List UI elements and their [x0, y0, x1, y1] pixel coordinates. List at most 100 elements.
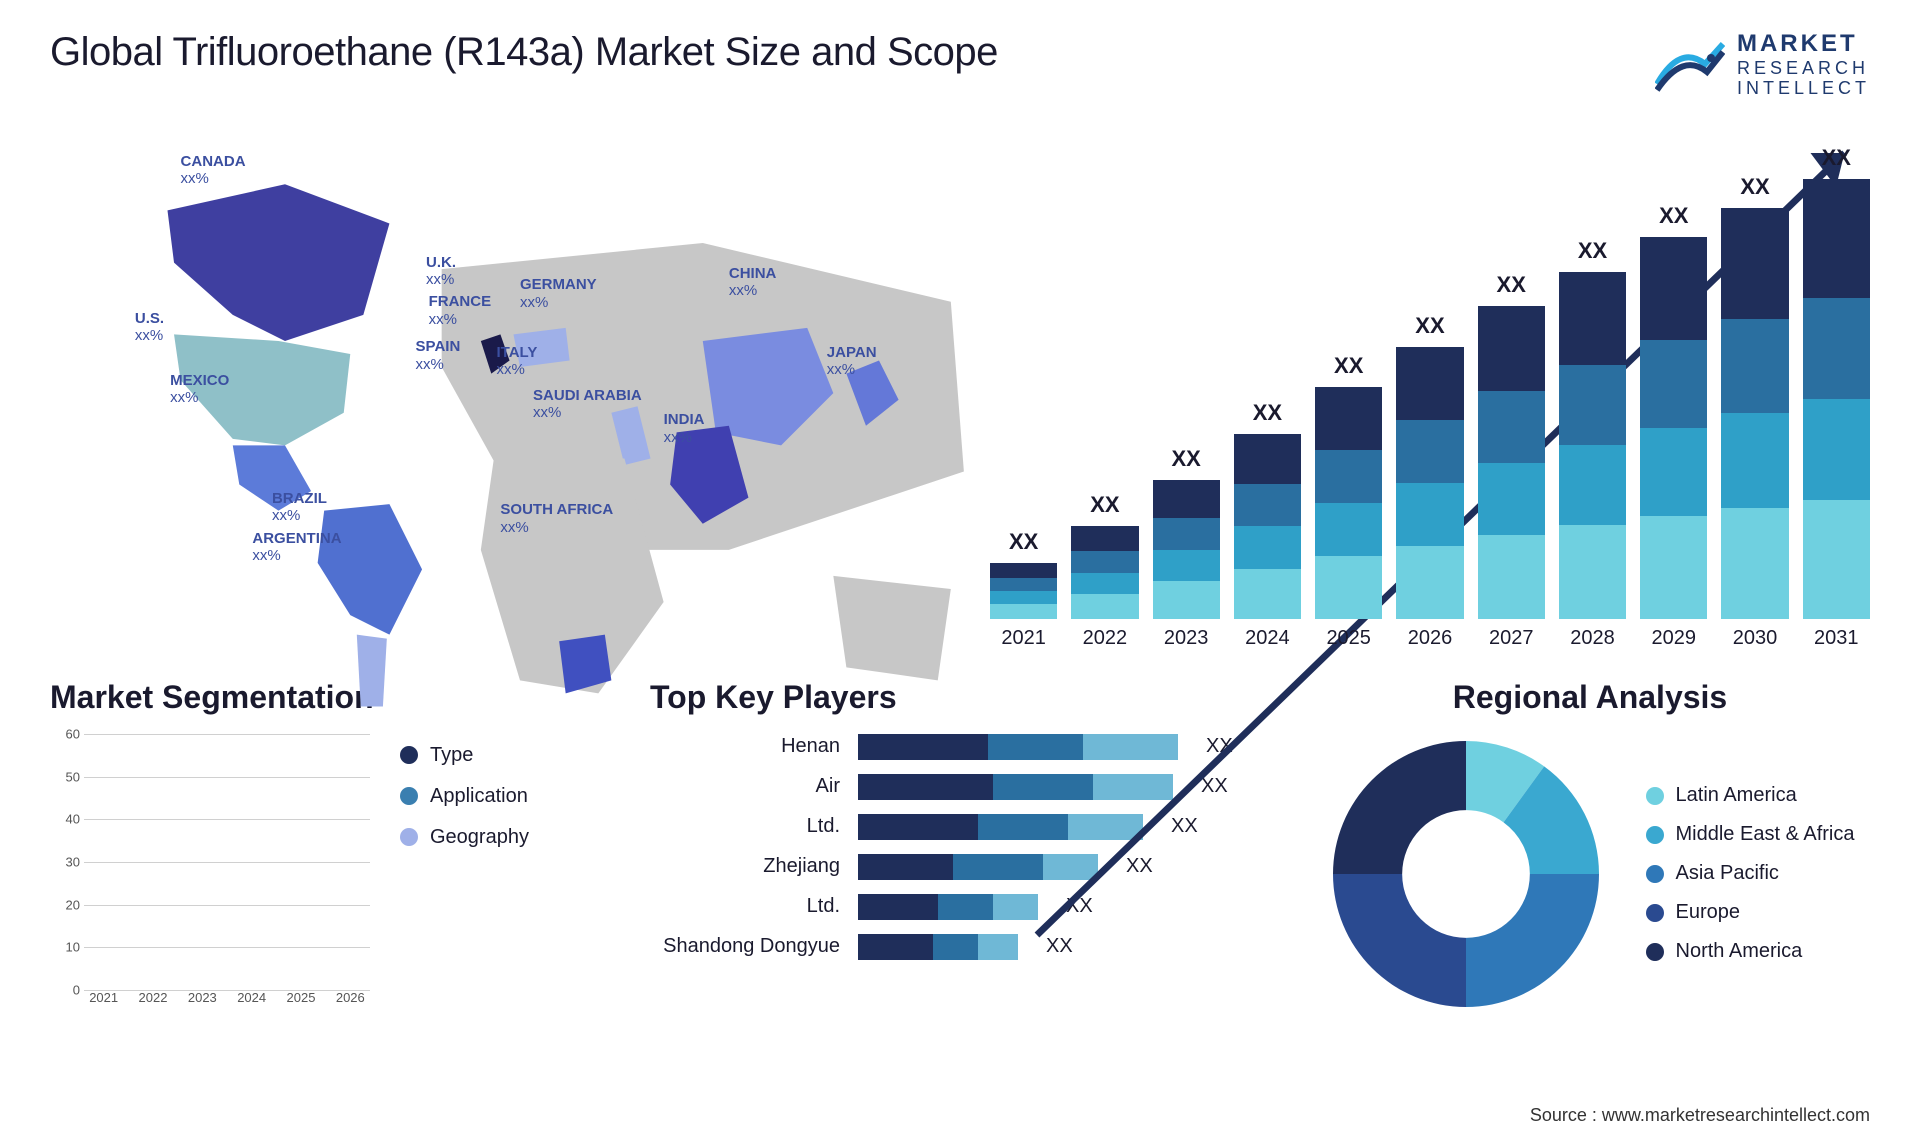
- growth-year: 2026: [1396, 619, 1463, 659]
- map-label-china: CHINAxx%: [729, 265, 777, 300]
- player-row: Ltd. XX: [650, 814, 1270, 840]
- regional-legend-item: Europe: [1646, 901, 1855, 924]
- seg-year: 2023: [183, 990, 222, 1014]
- segmentation-legend: Type Application Geography: [400, 734, 529, 1014]
- player-bar: [858, 854, 1098, 880]
- regional-title: Regional Analysis: [1310, 679, 1870, 716]
- player-row: Air XX: [650, 774, 1270, 800]
- map-label-italy: ITALYxx%: [497, 344, 538, 379]
- seg-legend-item: Geography: [400, 826, 529, 849]
- growth-bar-2028: XX: [1559, 272, 1626, 619]
- growth-value: XX: [1071, 492, 1138, 518]
- player-value: XX: [1126, 855, 1153, 878]
- growth-value: XX: [1396, 313, 1463, 339]
- map-label-southafrica: SOUTH AFRICAxx%: [500, 501, 613, 536]
- growth-bar-2021: XX: [990, 563, 1057, 619]
- player-name: Ltd.: [650, 895, 840, 918]
- growth-year: 2027: [1478, 619, 1545, 659]
- growth-value: XX: [1721, 174, 1788, 200]
- brand-line1: MARKET: [1737, 30, 1870, 58]
- seg-ytick: 10: [50, 940, 80, 955]
- seg-legend-item: Type: [400, 744, 529, 767]
- map-label-us: U.S.xx%: [135, 310, 164, 345]
- regional-legend-item: Latin America: [1646, 784, 1855, 807]
- seg-legend-item: Application: [400, 785, 529, 808]
- growth-bar-2029: XX: [1640, 237, 1707, 619]
- seg-year: 2022: [133, 990, 172, 1014]
- map-label-saudiarabia: SAUDI ARABIAxx%: [533, 387, 642, 422]
- growth-year: 2030: [1721, 619, 1788, 659]
- segmentation-chart: 0102030405060 202120222023202420252026: [50, 734, 370, 1014]
- donut-slice: [1333, 874, 1466, 1007]
- world-map: CANADAxx% U.S.xx%MEXICOxx% BRAZILxx% ARGENT…: [50, 119, 990, 659]
- growth-value: XX: [1803, 145, 1870, 171]
- regional-legend-item: Asia Pacific: [1646, 862, 1855, 885]
- growth-value: XX: [1315, 353, 1382, 379]
- growth-year: 2023: [1153, 619, 1220, 659]
- growth-value: XX: [1153, 446, 1220, 472]
- donut-slice: [1333, 741, 1466, 874]
- brand-logo: MARKET RESEARCH INTELLECT: [1655, 30, 1870, 99]
- brand-line2: RESEARCH: [1737, 58, 1870, 79]
- regional-legend-item: Middle East & Africa: [1646, 823, 1855, 846]
- player-name: Zhejiang: [650, 855, 840, 878]
- seg-ytick: 0: [50, 982, 80, 997]
- growth-year: 2024: [1234, 619, 1301, 659]
- growth-bar-2023: XX: [1153, 480, 1220, 619]
- regional-panel: Regional Analysis Latin America Middle Ea…: [1310, 679, 1870, 1014]
- donut-slice: [1466, 874, 1599, 1007]
- source-text: Source : www.marketresearchintellect.com: [1530, 1105, 1870, 1126]
- growth-year: 2025: [1315, 619, 1382, 659]
- player-name: Air: [650, 775, 840, 798]
- player-value: XX: [1201, 775, 1228, 798]
- top-row: CANADAxx% U.S.xx%MEXICOxx% BRAZILxx% ARGENT…: [50, 119, 1870, 659]
- regional-legend-item: North America: [1646, 940, 1855, 963]
- player-row: Zhejiang XX: [650, 854, 1270, 880]
- map-svg: [50, 119, 990, 746]
- map-label-japan: JAPANxx%: [827, 344, 877, 379]
- growth-year: 2031: [1803, 619, 1870, 659]
- growth-year: 2021: [990, 619, 1057, 659]
- seg-year: 2025: [281, 990, 320, 1014]
- growth-value: XX: [990, 529, 1057, 555]
- growth-value: XX: [1478, 272, 1545, 298]
- map-label-canada: CANADAxx%: [181, 153, 246, 188]
- player-value: XX: [1171, 815, 1198, 838]
- seg-year: 2021: [84, 990, 123, 1014]
- growth-value: XX: [1640, 203, 1707, 229]
- seg-ytick: 20: [50, 897, 80, 912]
- seg-year: 2024: [232, 990, 271, 1014]
- player-bar: [858, 894, 1038, 920]
- player-bar: [858, 934, 1018, 960]
- player-row: Ltd. XX: [650, 894, 1270, 920]
- player-bar: [858, 774, 1173, 800]
- map-label-uk: U.K.xx%: [426, 254, 456, 289]
- growth-year: 2022: [1071, 619, 1138, 659]
- header: Global Trifluoroethane (R143a) Market Si…: [50, 30, 1870, 99]
- player-bar: [858, 814, 1143, 840]
- map-label-spain: SPAINxx%: [416, 338, 461, 373]
- growth-bar-2022: XX: [1071, 526, 1138, 619]
- growth-bar-2026: XX: [1396, 347, 1463, 619]
- brand-swoosh-icon: [1655, 34, 1725, 94]
- player-name: Ltd.: [650, 815, 840, 838]
- growth-bar-2030: XX: [1721, 208, 1788, 619]
- growth-value: XX: [1234, 400, 1301, 426]
- player-value: XX: [1206, 735, 1233, 758]
- map-label-germany: GERMANYxx%: [520, 276, 597, 311]
- map-label-india: INDIAxx%: [664, 411, 705, 446]
- map-label-brazil: BRAZILxx%: [272, 490, 327, 525]
- growth-year: 2029: [1640, 619, 1707, 659]
- player-value: XX: [1066, 895, 1093, 918]
- map-label-mexico: MEXICOxx%: [170, 372, 229, 407]
- player-value: XX: [1046, 935, 1073, 958]
- map-label-argentina: ARGENTINAxx%: [252, 530, 341, 565]
- seg-ytick: 60: [50, 726, 80, 741]
- growth-bar-2025: XX: [1315, 387, 1382, 619]
- growth-bar-2024: XX: [1234, 434, 1301, 619]
- seg-year: 2026: [331, 990, 370, 1014]
- growth-chart: XXXXXXXXXXXXXXXXXXXXXX 20212022202320242…: [990, 119, 1870, 659]
- map-label-france: FRANCExx%: [429, 293, 492, 328]
- seg-ytick: 50: [50, 769, 80, 784]
- player-name: Shandong Dongyue: [650, 935, 840, 958]
